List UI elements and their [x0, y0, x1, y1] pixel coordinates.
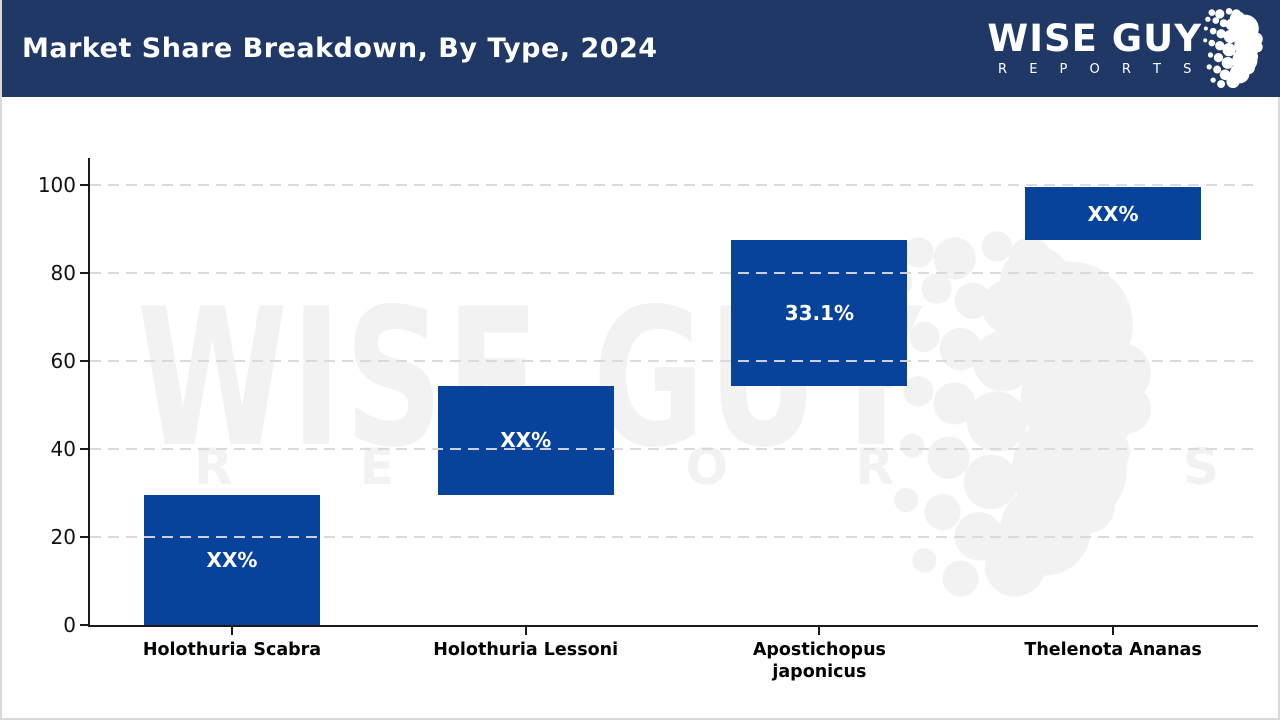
y-tick — [80, 272, 88, 274]
y-tick — [80, 360, 88, 362]
bar-thelenota-ananas: XX% — [1025, 187, 1202, 240]
gridline — [90, 184, 1256, 186]
x-category-label: Apostichopus japonicus — [752, 640, 886, 682]
x-tick — [1112, 627, 1115, 635]
y-tick — [80, 184, 88, 186]
gridline — [90, 536, 1256, 538]
bar-value-label: 33.1% — [784, 300, 855, 325]
x-tick — [524, 627, 527, 635]
y-tick-label: 100 — [37, 173, 76, 197]
x-category-label: Holothuria Scabra — [142, 640, 322, 660]
y-tick-label: 40 — [50, 437, 76, 461]
bar-value-label: XX% — [1087, 201, 1139, 226]
x-category-label: Holothuria Lessoni — [433, 640, 619, 660]
y-tick-label: 0 — [63, 613, 76, 637]
wise-guy-face-icon — [1198, 6, 1268, 92]
y-tick — [80, 448, 88, 450]
y-tick — [80, 536, 88, 538]
bar-holothuria-lessoni: XX% — [437, 385, 614, 496]
x-category-label: Thelenota Ananas — [1024, 640, 1202, 660]
y-tick-label: 60 — [50, 349, 76, 373]
logo-reports-line: R E P O R T S — [998, 62, 1201, 77]
y-tick — [80, 624, 88, 626]
wise-guy-logo: WISE GUY R E P O R T S — [987, 4, 1268, 94]
y-axis-line — [88, 158, 90, 627]
y-tick-label: 80 — [50, 261, 76, 285]
chart-header: Market Share Breakdown, By Type, 2024 WI… — [2, 0, 1280, 97]
x-tick — [818, 627, 821, 635]
logo-wordmark: WISE GUY — [987, 17, 1202, 60]
bar-holothuria-scabra: XX% — [144, 495, 320, 625]
y-tick-label: 20 — [50, 525, 76, 549]
x-axis-line — [88, 625, 1258, 627]
x-tick — [231, 627, 233, 635]
gridline — [90, 272, 1256, 274]
watermark-face-icon — [864, 222, 1166, 619]
logo-wordmark-block: WISE GUY R E P O R T S — [987, 19, 1202, 79]
chart-title: Market Share Breakdown, By Type, 2024 — [22, 33, 658, 64]
gridline — [90, 360, 1256, 362]
gridline — [90, 448, 1256, 450]
bar-value-label: XX% — [206, 548, 258, 573]
bar-apostichopus-japonicus: 33.1% — [731, 240, 908, 386]
